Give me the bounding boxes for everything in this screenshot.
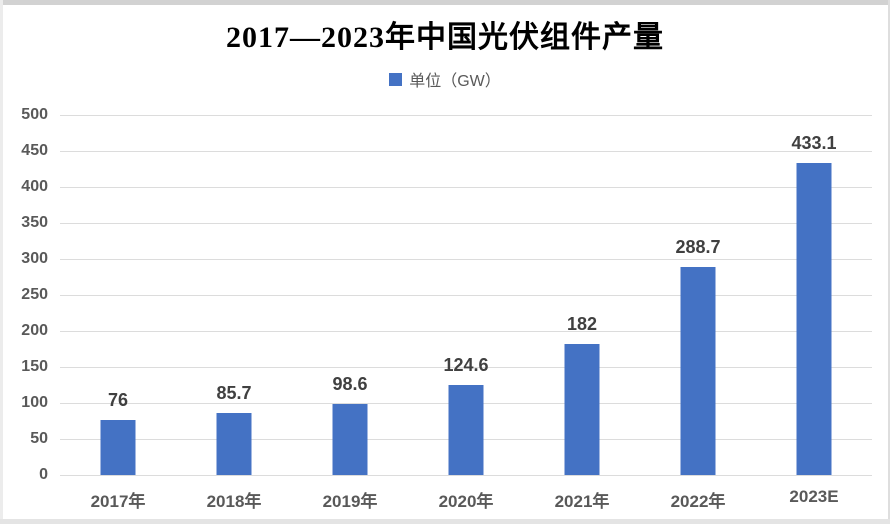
bar-2021年: [564, 343, 600, 475]
y-axis-tick-label: 450: [21, 142, 48, 159]
frame-edge-left: [0, 0, 3, 524]
bar-slot: 288.7: [640, 115, 756, 475]
x-axis-category-label: 2019年: [322, 492, 378, 511]
bar-value-label: 76: [107, 390, 129, 411]
frame-edge-bottom: [0, 519, 890, 524]
gridline: [60, 115, 872, 116]
bar-slot: 433.1: [756, 115, 872, 475]
bar-2018年: [216, 413, 252, 475]
bar-value-label: 288.7: [675, 237, 721, 258]
plot-area: 76 85.7 98.6 124.6 182 288.7 433.1: [60, 115, 872, 476]
legend-square-icon: [389, 72, 403, 86]
y-axis-tick-label: 0: [39, 466, 48, 483]
bar-2019年: [332, 404, 368, 475]
x-axis-category-label: 2022年: [670, 492, 726, 511]
bar-2017年: [100, 420, 136, 475]
x-axis-category-label: 2020年: [438, 492, 494, 511]
y-axis-tick-label: 50: [30, 430, 48, 447]
y-axis-tick-label: 350: [21, 214, 48, 231]
gridline: [60, 367, 872, 368]
bar-value-label: 433.1: [791, 133, 837, 154]
bar-value-label: 182: [566, 313, 598, 334]
gridline: [60, 295, 872, 296]
x-axis-category-label: 2023E: [789, 487, 839, 506]
bar-2020年: [448, 385, 484, 475]
bar-2022年: [680, 267, 716, 475]
y-axis-tick-label: 200: [21, 322, 48, 339]
y-axis-tick-label: 500: [21, 106, 48, 123]
y-axis-tick-label: 250: [21, 286, 48, 303]
legend: 单位（GW）: [0, 67, 890, 91]
gridline: [60, 475, 872, 476]
y-axis-tick-label: 300: [21, 250, 48, 267]
bar-slot: 76: [60, 115, 176, 475]
frame-edge-top: [0, 0, 890, 5]
y-axis-tick-label: 100: [21, 394, 48, 411]
gridline: [60, 151, 872, 152]
bar-slot: 124.6: [408, 115, 524, 475]
bar-slot: 85.7: [176, 115, 292, 475]
bar-value-label: 98.6: [332, 374, 368, 395]
x-axis-category-label: 2017年: [90, 492, 146, 511]
bar-2023E: [796, 163, 832, 475]
gridline: [60, 259, 872, 260]
gridline: [60, 223, 872, 224]
bar-slot: 182: [524, 115, 640, 475]
y-axis-tick-label: 400: [21, 178, 48, 195]
gridline: [60, 331, 872, 332]
y-axis-tick-label: 150: [21, 358, 48, 375]
x-axis-category-label: 2018年: [206, 492, 262, 511]
bar-value-label: 85.7: [216, 383, 252, 404]
bar-slot: 98.6: [292, 115, 408, 475]
frame-edge-right: [888, 0, 890, 524]
chart-title: 2017—2023年中国光伏组件产量: [226, 21, 664, 54]
x-axis-category-label: 2021年: [554, 492, 610, 511]
gridline: [60, 187, 872, 188]
legend-label: 单位（GW）: [409, 73, 501, 90]
bar-value-label: 124.6: [443, 355, 489, 376]
